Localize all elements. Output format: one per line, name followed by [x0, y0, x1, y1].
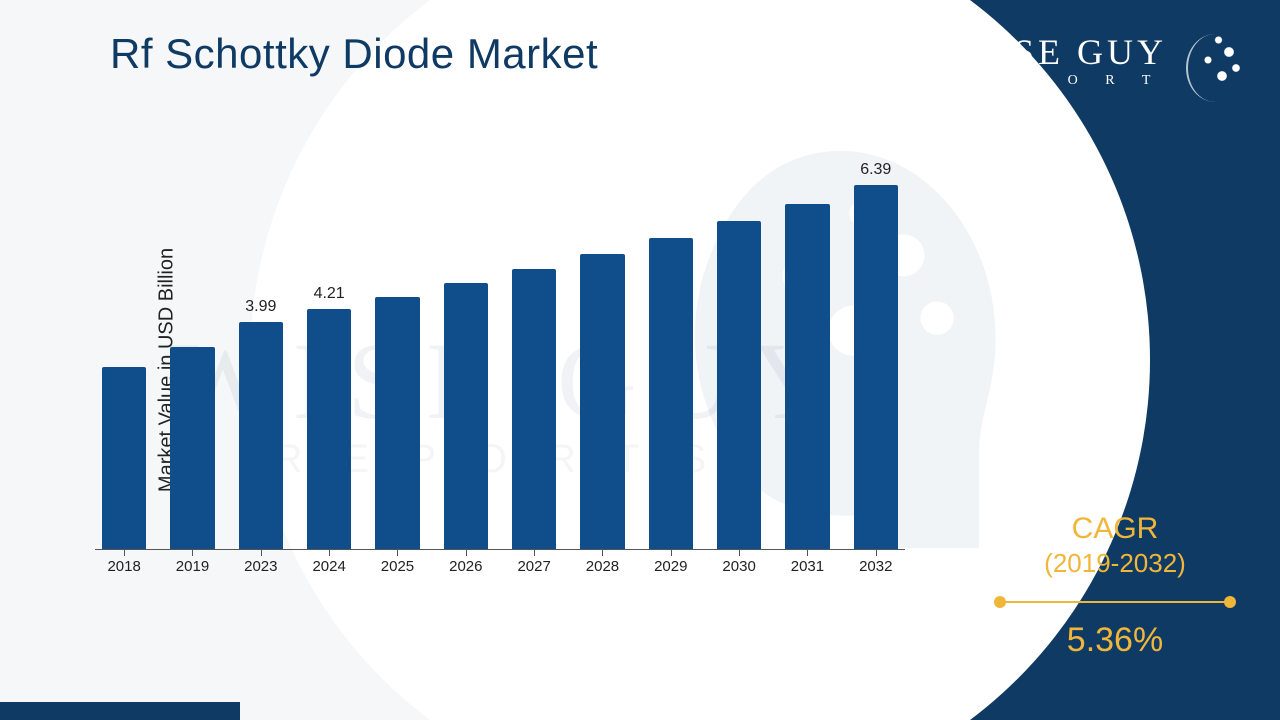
bar-value-label: 6.39 — [860, 161, 891, 179]
bar-value-label: 3.99 — [245, 298, 276, 316]
bar — [854, 185, 899, 550]
bar — [375, 297, 420, 550]
bar-col: 6.39 — [849, 150, 903, 550]
bar-col — [370, 150, 424, 550]
bar-col — [780, 150, 834, 550]
bar — [170, 347, 215, 550]
cagr-range: (2019-2032) — [970, 548, 1260, 579]
canvas: Rf Schottky Diode Market WISE GUY R E P … — [0, 0, 1280, 720]
x-tick-label: 2031 — [780, 550, 834, 590]
bar-col — [97, 150, 151, 550]
bar-col — [439, 150, 493, 550]
chart-title: Rf Schottky Diode Market — [110, 30, 598, 78]
plot-area: 3.99 4.21 6.39 — [95, 150, 905, 550]
x-tick-label: 2024 — [302, 550, 356, 590]
x-ticks-container: 2018 2019 2023 2024 2025 2026 2027 2028 2029 2030… — [95, 550, 905, 590]
bar-col — [507, 150, 561, 550]
bar — [785, 204, 830, 550]
cagr-label: CAGR — [970, 512, 1260, 546]
logo-sub-text: R E P O R T S — [960, 74, 1172, 102]
bar-col — [644, 150, 698, 550]
cagr-divider — [1000, 601, 1230, 603]
x-tick-label: 2023 — [234, 550, 288, 590]
x-tick-label: 2019 — [165, 550, 219, 590]
logo-head-icon — [1180, 28, 1250, 108]
x-tick-label: 2026 — [439, 550, 493, 590]
x-tick-label: 2032 — [849, 550, 903, 590]
bar-col: 3.99 — [234, 150, 288, 550]
cagr-block: CAGR (2019-2032) 5.36% — [970, 512, 1260, 660]
bar — [649, 238, 694, 550]
bar-chart: Market Value in USD Billion 3.994.216.39… — [95, 150, 905, 590]
bar-col — [575, 150, 629, 550]
bar — [102, 367, 147, 550]
bar-col: 4.21 — [302, 150, 356, 550]
bar-col — [165, 150, 219, 550]
x-tick-label: 2025 — [370, 550, 424, 590]
x-tick-label: 2029 — [644, 550, 698, 590]
x-tick-label: 2027 — [507, 550, 561, 590]
bar — [512, 269, 557, 550]
logo-main-text: WISE GUY — [960, 34, 1172, 70]
bars-container: 3.99 4.21 6.39 — [95, 150, 905, 550]
bar — [717, 221, 762, 550]
bar — [307, 309, 352, 550]
brand-logo: WISE GUY R E P O R T S — [960, 28, 1250, 108]
cagr-value: 5.36% — [970, 621, 1260, 660]
bar-col — [712, 150, 766, 550]
x-tick-label: 2030 — [712, 550, 766, 590]
bar-value-label: 4.21 — [314, 285, 345, 303]
bar — [580, 254, 625, 550]
x-tick-label: 2018 — [97, 550, 151, 590]
bottom-accent-bar — [0, 702, 240, 720]
bar — [444, 283, 489, 550]
bar — [239, 322, 284, 550]
x-tick-label: 2028 — [575, 550, 629, 590]
